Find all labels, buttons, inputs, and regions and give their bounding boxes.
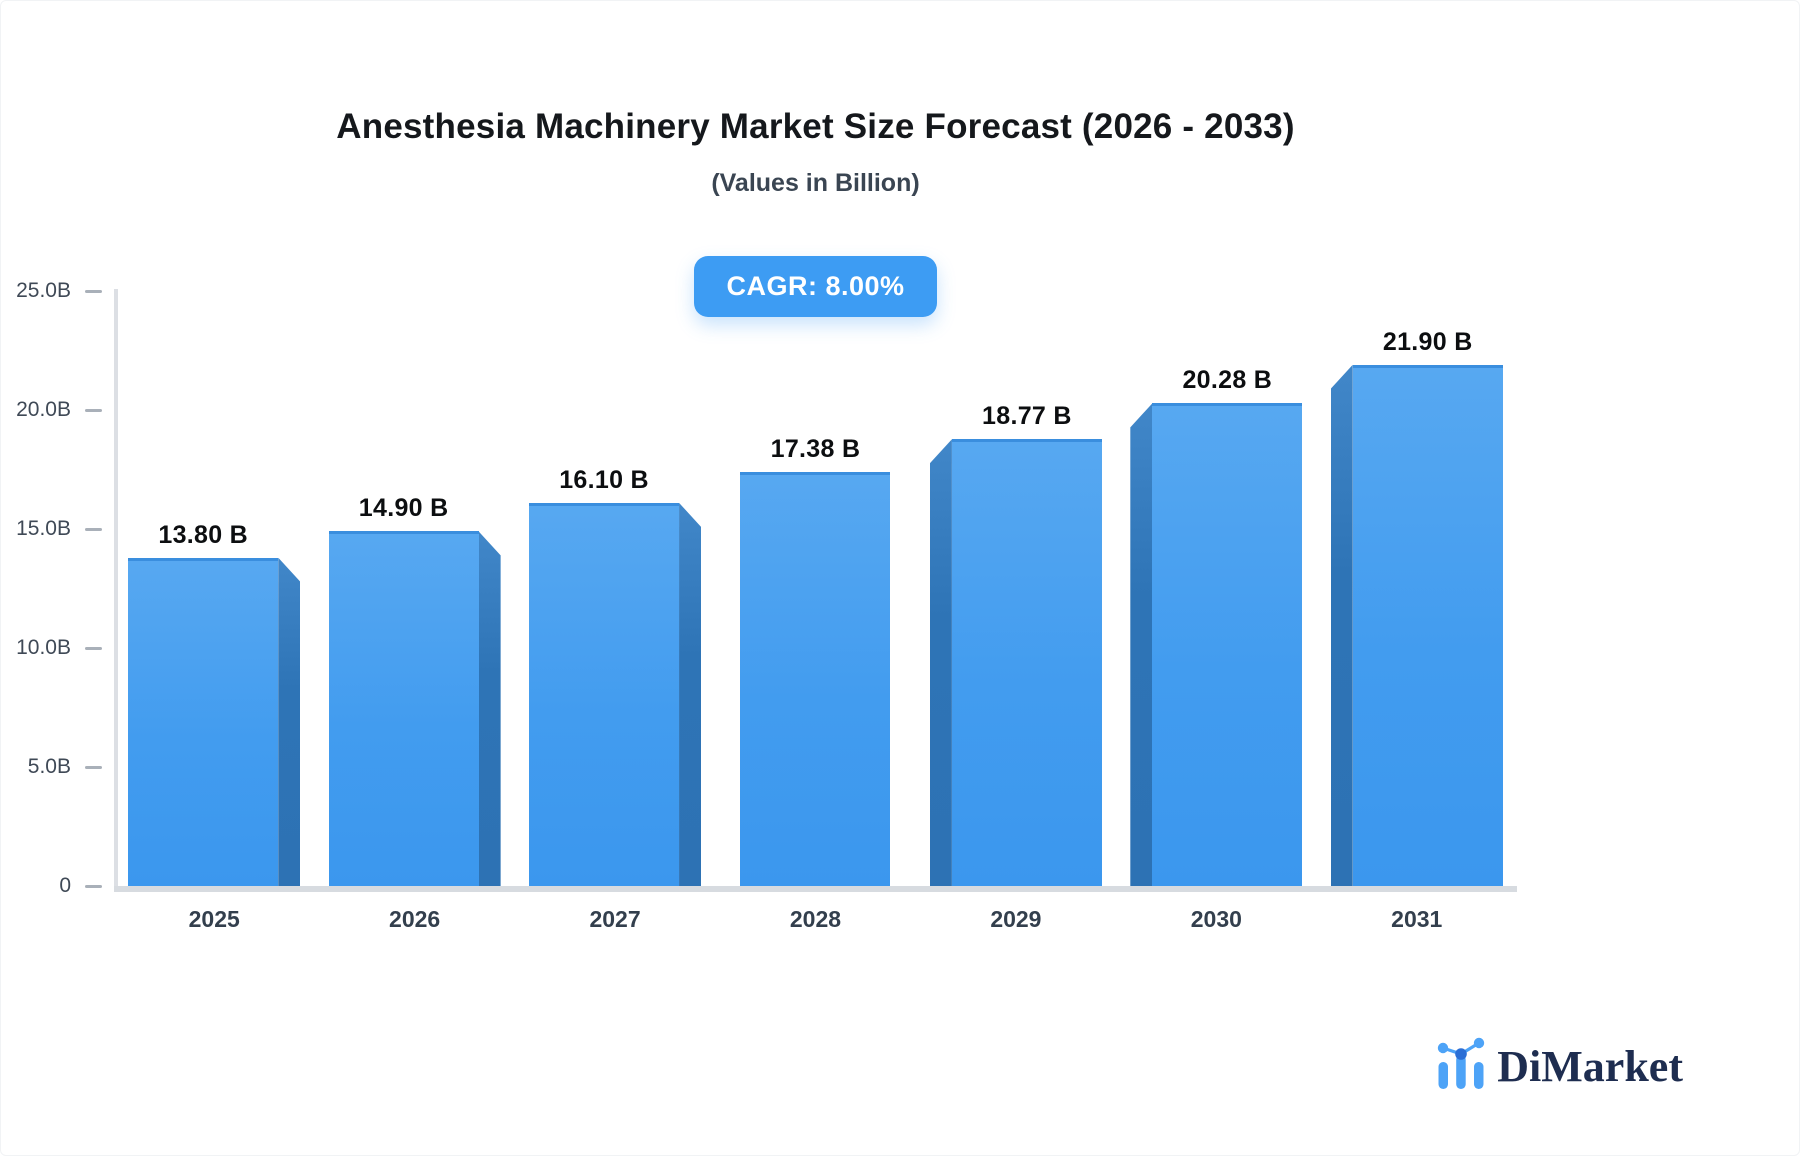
bar-face: 16.10 B [529,466,680,886]
bar-value-label: 21.90 B [1382,327,1473,356]
x-axis-line [114,886,1517,892]
bar-side-face [1130,403,1153,886]
y-axis-tick-label: 0 [59,874,71,897]
bar-2026: 14.90 B [328,494,501,886]
bar-value-label: 17.38 B [770,435,861,464]
x-axis-label-2027: 2027 [589,906,641,932]
bar-slot-2030: 20.28 B [1116,291,1316,886]
bar-face: 17.38 B [740,435,891,886]
y-axis-tick-mark [85,408,102,412]
bar-face: 18.77 B [951,402,1102,886]
bar-slot-2025: 13.80 B [114,291,314,886]
x-axis-label-2028: 2028 [789,906,842,932]
y-axis-tick-mark [85,884,102,888]
y-axis-tick-15.0B: 15.0B [16,517,102,541]
y-axis-tick-mark [85,765,102,769]
bar-face: 13.80 B [128,521,279,886]
bars-container: 13.80 B 14.90 B 16.10 B 17.38 B 18.77 B 20.28… [114,291,1517,886]
bar-face: 20.28 B [1152,366,1303,886]
bar-2030: 20.28 B [1130,366,1303,886]
y-axis-tick-mark [85,646,102,650]
bar-slot-2027: 16.10 B [515,291,715,886]
x-axis-label-2030: 2030 [1190,906,1242,932]
bar-side-face [478,531,501,886]
y-axis-tick-label: 10.0B [16,636,71,659]
chart-subtitle: (Values in Billion) [711,169,920,197]
cagr-badge: CAGR: 8.00% [694,256,937,317]
bar-2028: 17.38 B [740,435,891,886]
cagr-badge-row: CAGR: 8.00% [114,256,1517,317]
plot-area: 25.0B 20.0B 15.0B 10.0B 5.0B 0 13.80 B 14.90 B… [16,279,1517,897]
bar-value-label: 18.77 B [982,402,1072,431]
bar-side-face [929,439,952,886]
y-axis-tick-10.0B: 10.0B [16,636,102,660]
y-axis-tick-mark [85,527,102,531]
bar-slot-2031: 21.90 B [1317,291,1517,886]
y-axis-tick-0: 0 [59,874,102,898]
y-axis-tick-label: 15.0B [16,517,71,540]
bar-value-label: 13.80 B [158,520,249,549]
x-axis-label-2025: 2025 [188,906,240,932]
x-axis-label-2031: 2031 [1391,906,1443,932]
bar-value-label: 14.90 B [358,494,449,523]
brand-name: DiMarket [1497,1042,1683,1091]
x-axis-label-2026: 2026 [389,906,441,932]
y-axis-tick-label: 25.0B [16,279,71,302]
bar-2029: 18.77 B [929,402,1102,886]
y-axis-tick-20.0B: 20.0B [16,398,102,422]
bar-face: 21.90 B [1352,328,1503,886]
brand-logo: DiMarket [1437,1037,1683,1089]
y-axis-tick-5.0B: 5.0B [28,755,102,779]
bar-2031: 21.90 B [1330,328,1503,886]
bar-value-label: 20.28 B [1182,366,1273,395]
y-axis-tick-label: 20.0B [16,398,71,421]
bar-slot-2026: 14.90 B [314,291,514,886]
chart-title: Anesthesia Machinery Market Size Forecas… [336,107,1295,146]
bar-slot-2029: 18.77 B [916,291,1116,886]
y-axis-line [114,289,118,886]
bar-slot-2028: 17.38 B [715,291,915,886]
x-axis-label-2029: 2029 [990,906,1042,932]
bar-2025: 13.80 B [128,521,301,886]
bar-side-face [679,502,702,886]
bar-2027: 16.10 B [529,466,702,886]
x-axis-labels: 2025 2026 2027 2028 2029 2030 2031 [114,898,1517,933]
bar-side-face [1330,364,1353,886]
bar-side-face [278,557,301,886]
dimarket-logo-icon [1438,1037,1485,1089]
y-axis-tick-mark [85,289,102,293]
bar-value-label: 16.10 B [559,465,649,494]
y-axis-tick-label: 5.0B [27,755,71,778]
y-axis-tick-25.0B: 25.0B [16,279,102,303]
bar-face: 14.90 B [328,494,479,886]
